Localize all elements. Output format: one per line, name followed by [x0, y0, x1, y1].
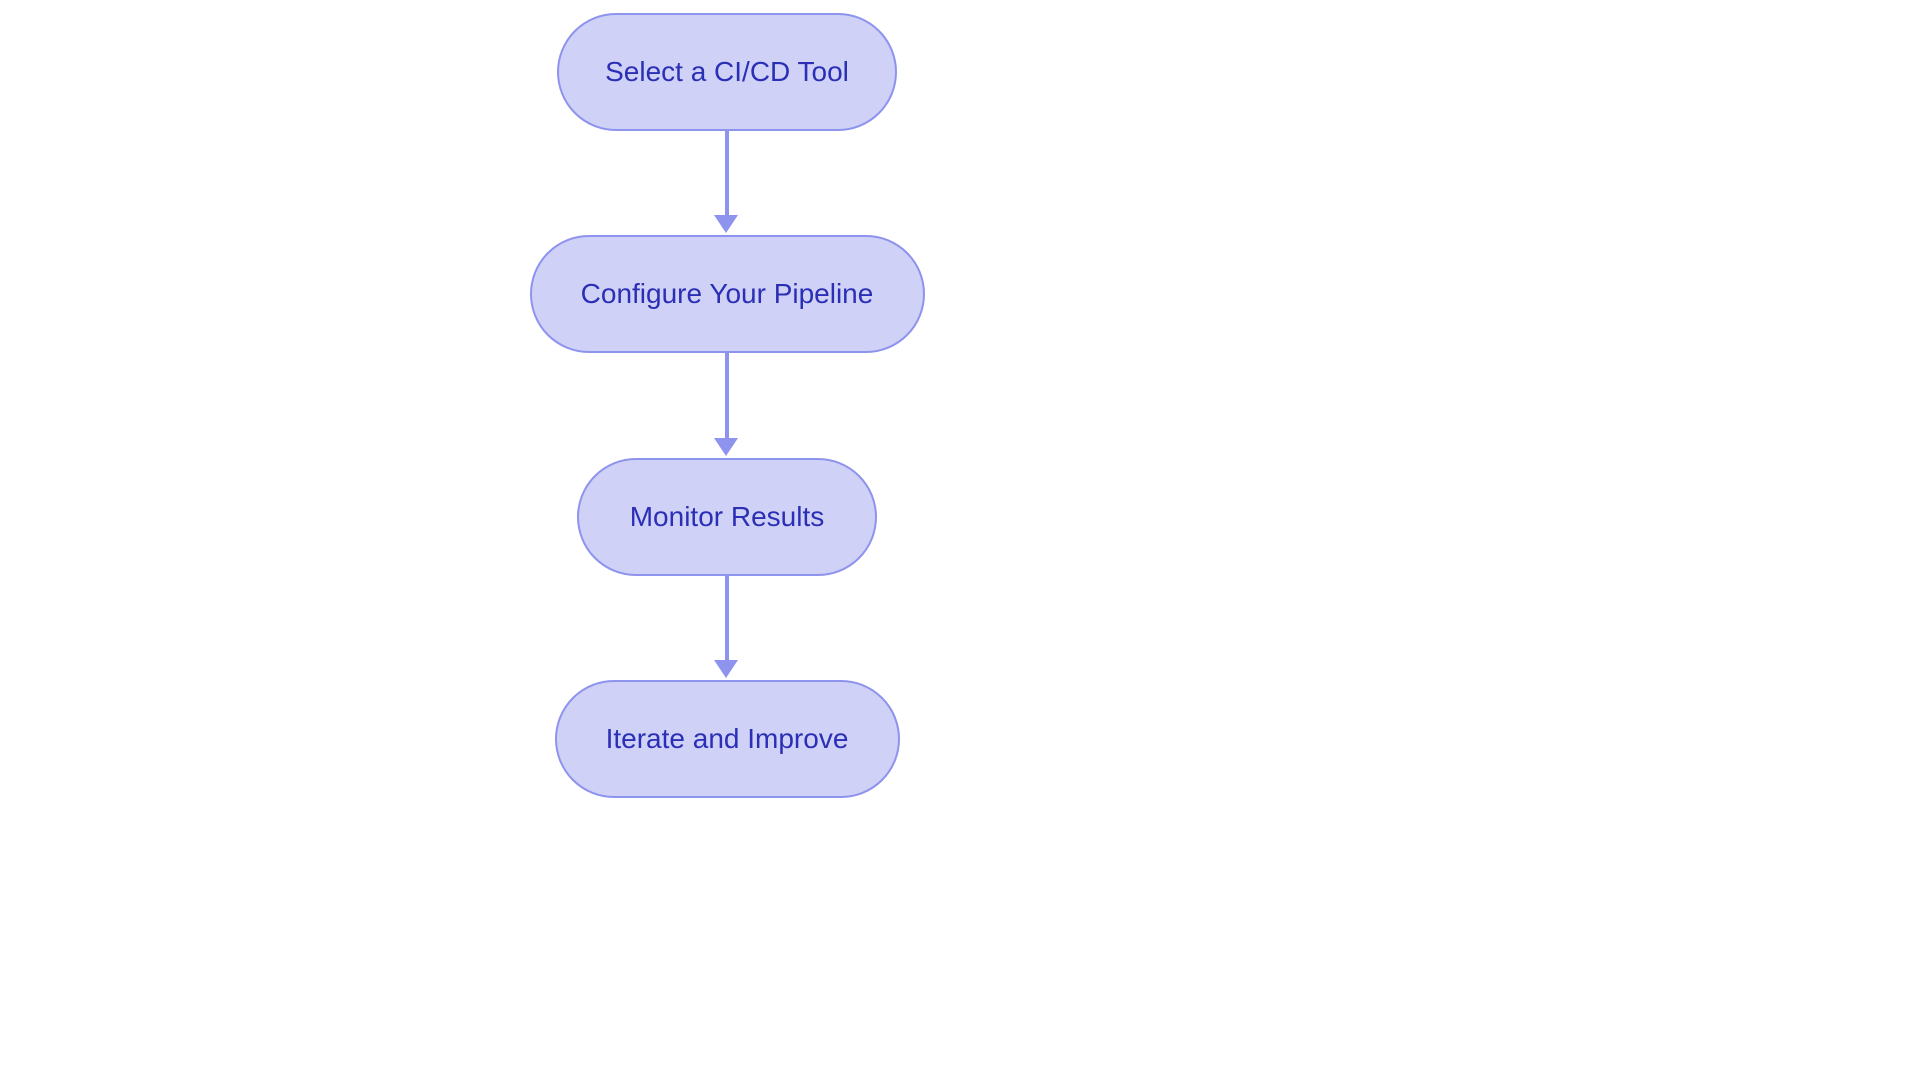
node-label: Select a CI/CD Tool	[605, 56, 849, 88]
node-configure-pipeline: Configure Your Pipeline	[530, 235, 925, 353]
arrow-head-icon	[714, 660, 738, 678]
node-label: Iterate and Improve	[606, 723, 849, 755]
arrow-head-icon	[714, 215, 738, 233]
flow-arrow	[725, 576, 729, 660]
node-monitor-results: Monitor Results	[577, 458, 877, 576]
flow-arrow	[725, 131, 729, 215]
flow-arrow	[725, 353, 729, 438]
node-label: Monitor Results	[630, 501, 825, 533]
arrow-head-icon	[714, 438, 738, 456]
node-select-tool: Select a CI/CD Tool	[557, 13, 897, 131]
node-label: Configure Your Pipeline	[581, 278, 874, 310]
flowchart-container: Select a CI/CD Tool Configure Your Pipel…	[0, 0, 1920, 1083]
node-iterate-improve: Iterate and Improve	[555, 680, 900, 798]
